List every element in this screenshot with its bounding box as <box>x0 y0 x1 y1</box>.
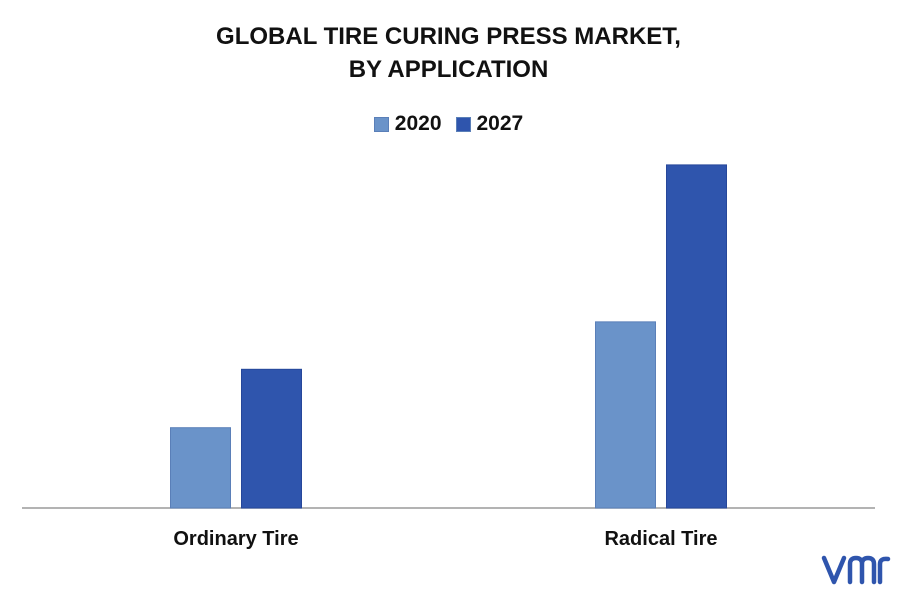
bar-ordinary-tire-2027 <box>241 368 302 509</box>
legend-label-2020: 2020 <box>394 112 442 135</box>
x-tick-label-radical-tire: Radical Tire <box>604 528 717 550</box>
legend-item-2020: 2020 <box>373 112 442 136</box>
vmr-logo-icon <box>821 555 891 585</box>
chart-title-line-2: BY APPLICATION <box>348 56 549 83</box>
legend-swatch-2027 <box>455 116 471 132</box>
chart-title-line-1: GLOBAL TIRE CURING PRESS MARKET, <box>216 23 681 50</box>
legend-label-2027: 2027 <box>476 112 524 135</box>
bar-radical-tire-2020 <box>595 321 656 509</box>
bar-radical-tire-2027 <box>666 164 727 509</box>
legend-item-2027: 2027 <box>455 112 524 136</box>
x-tick-label-ordinary-tire: Ordinary Tire <box>173 528 298 550</box>
bar-ordinary-tire-2020 <box>170 427 231 509</box>
chart-title: GLOBAL TIRE CURING PRESS MARKET, BY APPL… <box>0 20 897 86</box>
legend-swatch-2020 <box>373 116 389 132</box>
chart-legend: 2020 2027 <box>0 112 897 136</box>
